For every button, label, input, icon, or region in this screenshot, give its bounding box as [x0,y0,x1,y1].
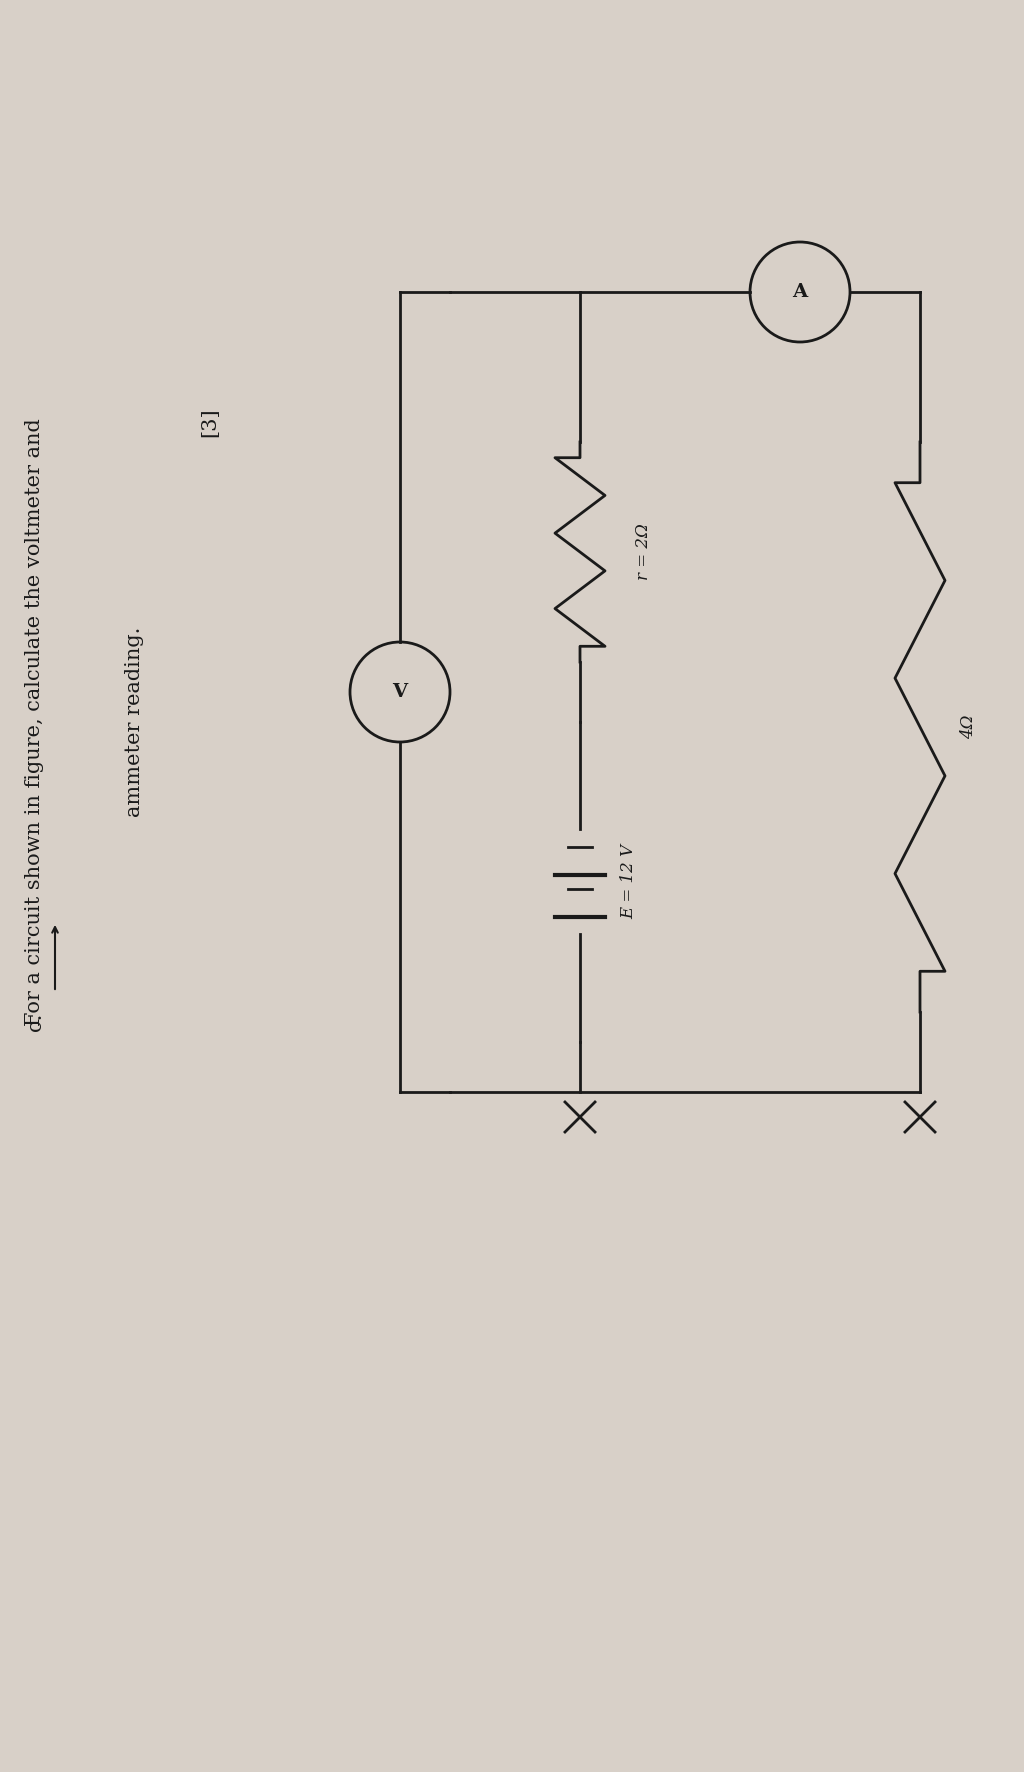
Text: [3]: [3] [201,408,219,438]
Text: V: V [392,682,408,702]
Text: ammeter reading.: ammeter reading. [126,627,144,817]
Text: c.: c. [26,1014,44,1031]
Text: r = 2Ω: r = 2Ω [635,523,652,581]
Text: A: A [793,284,808,301]
Text: 4Ω: 4Ω [961,714,977,739]
Text: For a circuit shown in figure, calculate the voltmeter and: For a circuit shown in figure, calculate… [26,418,44,1026]
Text: E = 12 V: E = 12 V [620,845,637,920]
